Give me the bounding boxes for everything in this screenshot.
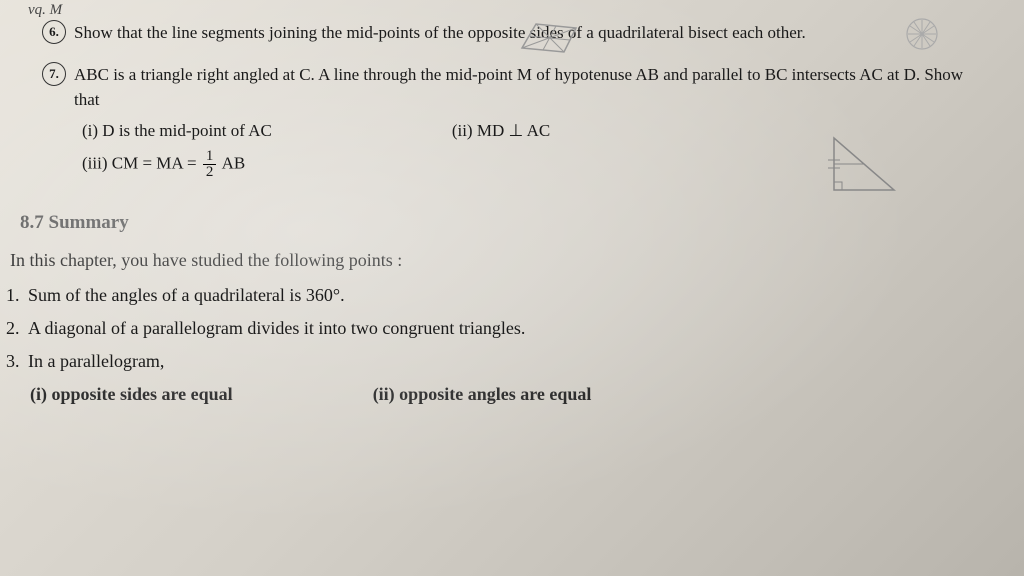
summary-item-1-text: Sum of the angles of a quadrilateral is … [28,285,345,305]
handwritten-annotation: vq. M [28,2,62,19]
triangle-sketch-icon [824,130,904,200]
problem-7-sub-ii: (ii) MD ⊥ AC [452,121,550,141]
summary-item-1: 1. Sum of the angles of a quadrilateral … [10,285,984,306]
summary-item-3: 3. In a parallelogram, [10,351,984,372]
summary-sub-ii: (ii) opposite angles are equal [373,384,592,405]
star-sketch-icon [900,14,944,54]
problem-number-7: 7. [42,62,66,86]
summary-num-2: 2. [6,318,20,339]
sub-iii-pre: (iii) CM = MA = [82,153,201,172]
quadrilateral-sketch-icon [514,18,584,58]
summary-item-2-text: A diagonal of a parallelogram divides it… [28,318,525,338]
fraction-numerator: 1 [203,149,217,165]
sub-iii-post: AB [218,153,245,172]
summary-item-3-text: In a parallelogram, [28,351,164,371]
summary-header: 8.7 Summary [20,212,984,234]
problem-number-6: 6. [42,20,66,44]
summary-item-2: 2. A diagonal of a parallelogram divides… [10,318,984,339]
summary-num-1: 1. [6,285,20,306]
summary-num-3: 3. [6,351,20,372]
summary-intro: In this chapter, you have studied the fo… [10,250,984,271]
problem-7-text: ABC is a triangle right angled at C. A l… [74,62,984,113]
summary-sub-i: (i) opposite sides are equal [30,384,233,405]
problem-7-sub-i: (i) D is the mid-point of AC [82,121,272,141]
fraction-denominator: 2 [203,165,217,180]
fraction: 12 [203,149,217,180]
summary-sub-items: (i) opposite sides are equal (ii) opposi… [30,384,984,405]
